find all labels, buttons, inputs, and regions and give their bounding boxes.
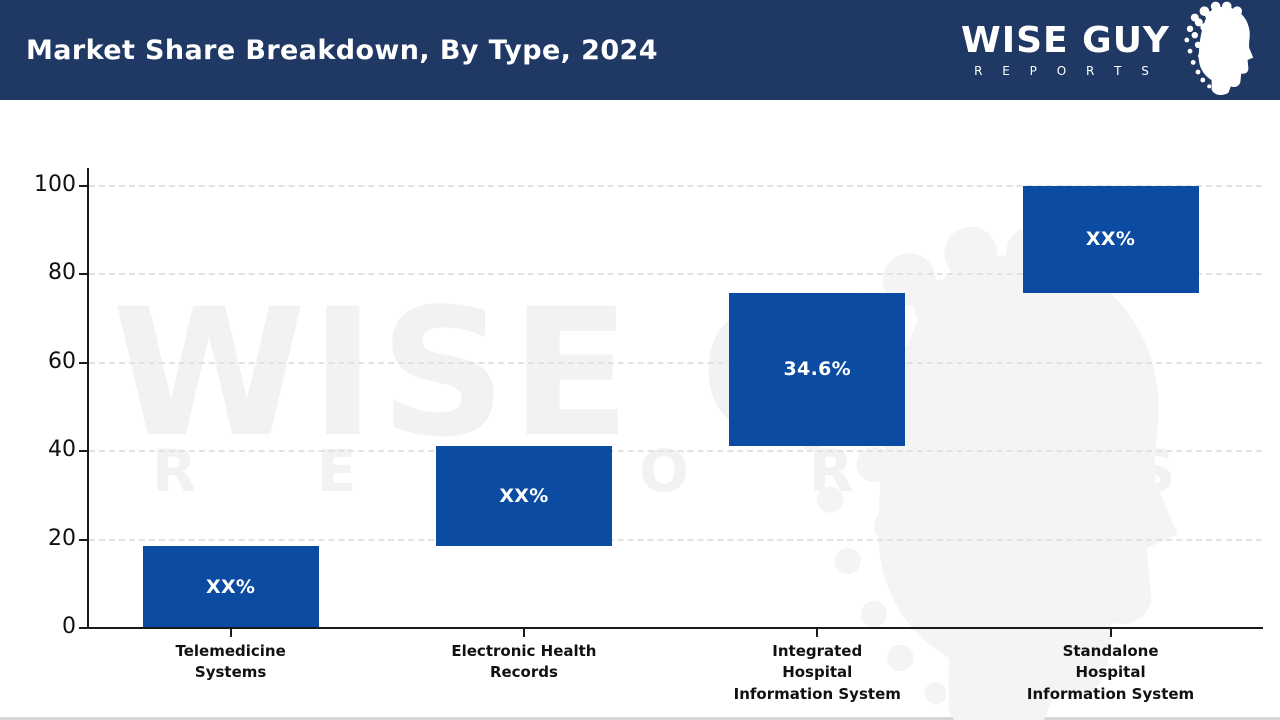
bottom-divider [0, 717, 1280, 720]
grid-line [89, 450, 1262, 453]
y-tick-label: 40 [48, 437, 76, 463]
bar-segment: XX% [435, 445, 612, 547]
bar-segment: XX% [1022, 186, 1199, 293]
y-tick-label: 60 [48, 348, 76, 374]
y-tick-mark [79, 273, 87, 276]
y-tick-label: 0 [62, 614, 76, 639]
y-tick-mark [79, 450, 87, 453]
y-tick-mark [79, 185, 87, 187]
x-tick-mark [522, 629, 525, 637]
brand-logo: WISE GUY R E P O R T S [961, 0, 1254, 100]
y-tick-mark [79, 627, 87, 629]
header-bar: Market Share Breakdown, By Type, 2024 WI… [0, 0, 1280, 100]
bar-value-label: XX% [499, 485, 549, 508]
x-tick-mark [816, 629, 819, 637]
brand-logo-text: WISE GUY R E P O R T S [960, 19, 1170, 78]
y-tick-mark [79, 538, 87, 541]
bar-value-label: XX% [206, 576, 256, 599]
grid-line [89, 273, 1262, 276]
bar-value-label: XX% [1085, 228, 1136, 251]
page-title: Market Share Breakdown, By Type, 2024 [26, 34, 658, 66]
grid-line [89, 185, 1262, 187]
y-tick-label: 80 [48, 260, 76, 286]
x-category-label: Standalone Hospital Information System [1026, 642, 1195, 703]
grid-line [89, 538, 1262, 541]
grid-line [89, 361, 1262, 364]
x-category-label: Integrated Hospital Information System [733, 642, 901, 703]
y-axis-line [87, 168, 89, 629]
bar-value-label: 34.6% [783, 358, 851, 381]
x-axis-line [87, 627, 1263, 629]
y-tick-label: 20 [48, 525, 76, 551]
bar-segment: XX% [142, 546, 319, 628]
x-category-label: Telemedicine Systems [175, 642, 286, 682]
bar-segment: 34.6% [729, 292, 906, 446]
x-tick-mark [1109, 629, 1112, 637]
brand-subtitle: R E P O R T S [974, 63, 1157, 78]
x-tick-mark [229, 629, 232, 637]
wise-guy-head-icon [1174, 0, 1254, 100]
y-tick-label: 100 [34, 172, 76, 197]
y-tick-mark [79, 361, 87, 364]
brand-name: WISE GUY [960, 19, 1170, 61]
x-category-label: Electronic Health Records [451, 642, 597, 682]
